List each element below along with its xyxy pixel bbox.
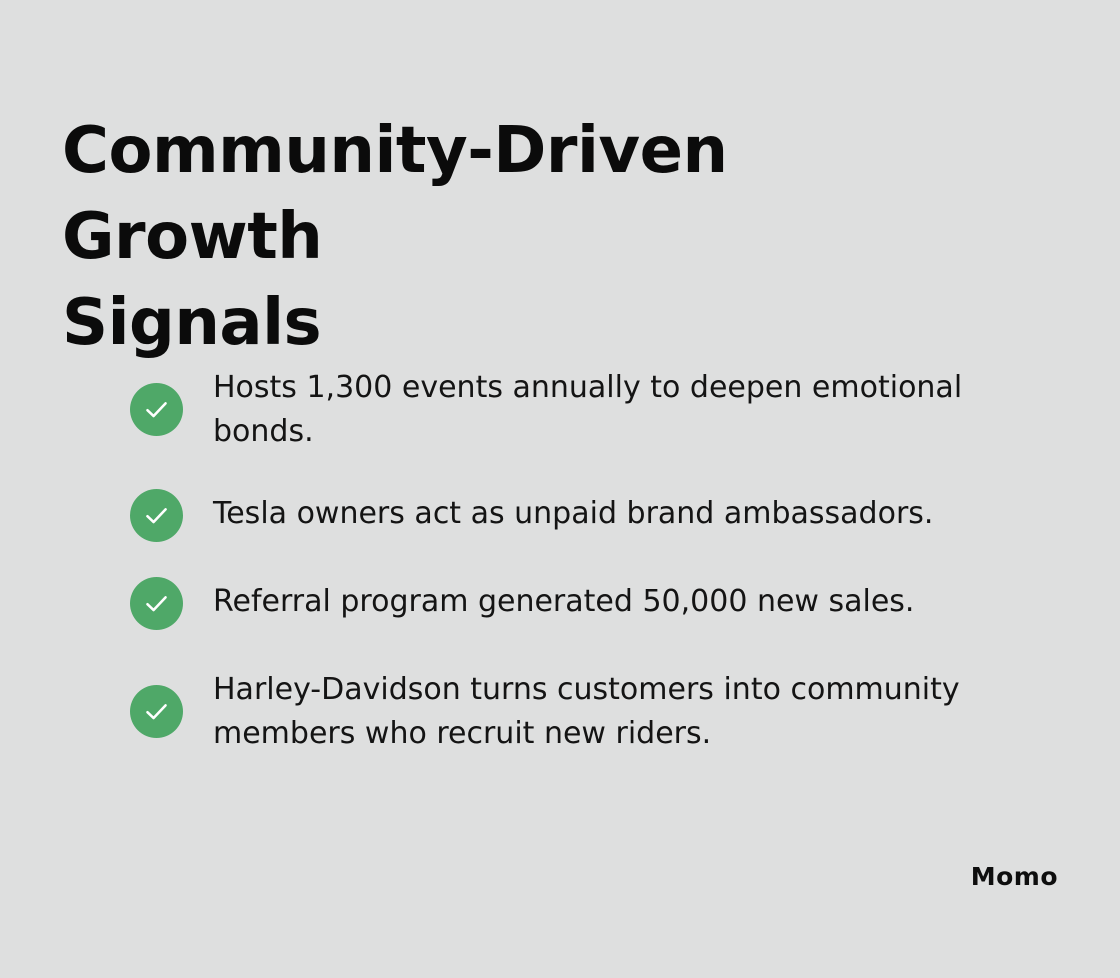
bullet-list: Hosts 1,300 events annually to deepen em… <box>130 366 1010 756</box>
check-circle-icon <box>130 577 183 630</box>
list-item-label: Harley-Davidson turns customers into com… <box>213 672 960 751</box>
list-item-label: Hosts 1,300 events annually to deepen em… <box>213 370 963 449</box>
list-item: Harley-Davidson turns customers into com… <box>130 668 1010 756</box>
list-item-label: Tesla owners act as unpaid brand ambassa… <box>213 496 934 531</box>
check-circle-icon <box>130 685 183 738</box>
list-item-label: Referral program generated 50,000 new sa… <box>213 584 915 619</box>
check-circle-icon <box>130 489 183 542</box>
check-circle-icon <box>130 383 183 436</box>
list-item: Tesla owners act as unpaid brand ambassa… <box>130 489 1010 542</box>
brand-watermark: Momo <box>970 862 1058 891</box>
list-item: Referral program generated 50,000 new sa… <box>130 577 1010 630</box>
page-title: Community-Driven Growth Signals <box>62 114 728 360</box>
list-item: Hosts 1,300 events annually to deepen em… <box>130 366 1010 454</box>
